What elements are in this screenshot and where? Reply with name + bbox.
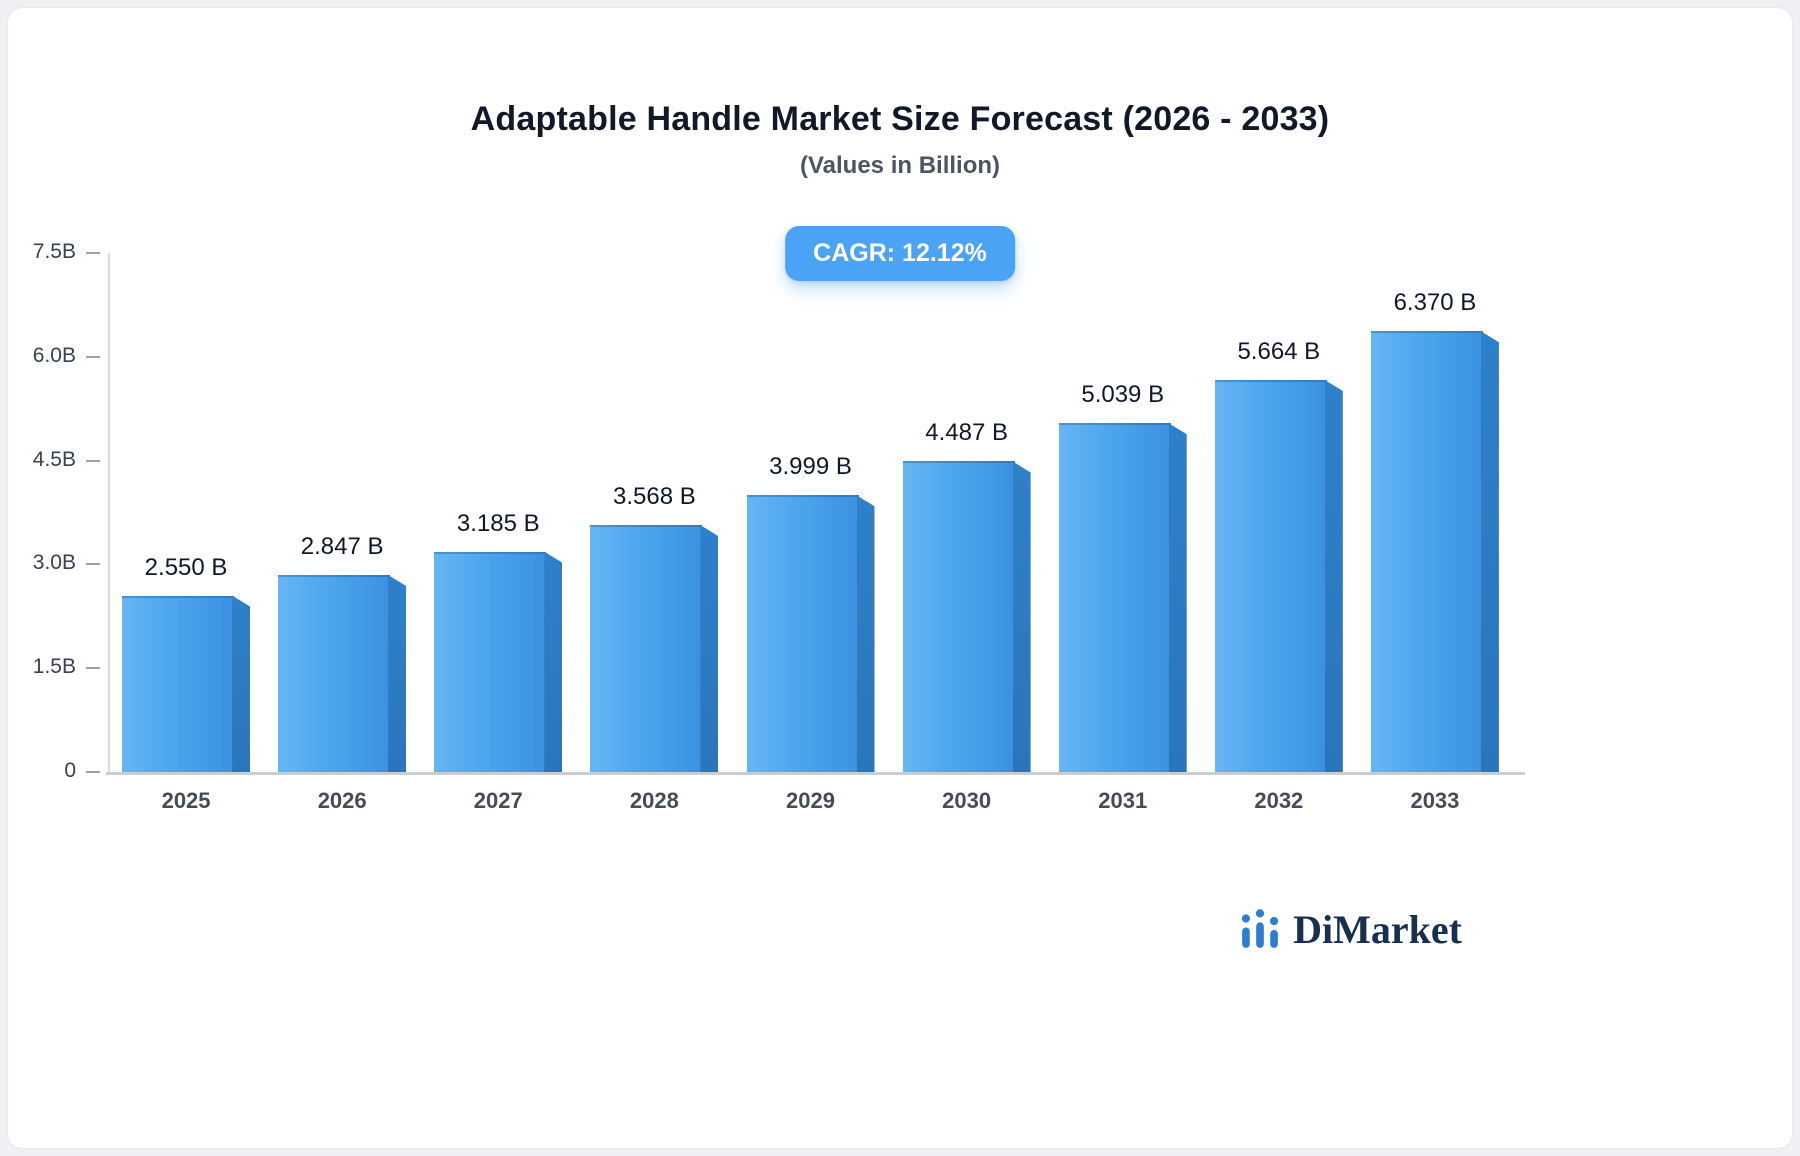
y-axis-tick (86, 563, 100, 566)
bar-2026 (278, 574, 407, 772)
bar-face (902, 461, 1015, 772)
bar-face (590, 525, 703, 772)
bar-2028 (590, 525, 719, 772)
bar-face (1214, 380, 1327, 772)
x-axis-label: 2029 (786, 788, 835, 813)
bar-face (122, 595, 235, 772)
bar-value-label: 3.568 B (613, 483, 696, 511)
bar-2029 (746, 495, 875, 772)
x-axis-label: 2033 (1410, 788, 1460, 813)
bar-side-shadow (700, 525, 719, 772)
x-axis-label: 2030 (942, 788, 992, 813)
bar-value-label: 5.664 B (1237, 338, 1321, 366)
bar-side-shadow (544, 551, 563, 772)
x-axis-label: 2032 (1254, 788, 1304, 813)
bar-2033 (1370, 331, 1499, 772)
bar-face (434, 551, 547, 772)
x-axis-label: 2026 (317, 788, 367, 813)
x-axis-label: 2028 (629, 788, 679, 813)
bar-value-label: 3.185 B (456, 509, 540, 537)
y-axis-tick (86, 667, 100, 670)
y-axis-line (108, 253, 110, 772)
bar-face (1370, 331, 1483, 772)
bar-value-label: 5.039 B (1081, 381, 1165, 409)
y-axis-tick (86, 459, 100, 462)
bar-2025 (122, 595, 251, 772)
brand-logo-text: DiMarket (1293, 907, 1462, 952)
y-axis-tick (86, 355, 100, 358)
bar-2031 (1058, 423, 1187, 772)
y-axis-tick-label: 0 (64, 759, 76, 782)
bar-side-shadow (856, 495, 875, 772)
bar-2032 (1214, 380, 1343, 772)
cagr-badge: CAGR: 12.12% (785, 226, 1015, 281)
bar-side-shadow (1168, 423, 1187, 772)
bar-face (1058, 423, 1171, 772)
bar-face (746, 495, 859, 772)
chart-title: Adaptable Handle Market Size Forecast (2… (470, 100, 1330, 138)
bar-2027 (434, 551, 563, 772)
bar-value-label: 2.847 B (300, 532, 384, 560)
y-axis-tick (86, 771, 100, 773)
x-axis-label: 2025 (161, 788, 211, 813)
brand-logo: DiMarket (1237, 906, 1462, 953)
x-axis-line (106, 772, 1525, 775)
y-axis-tick-label: 7.5B (32, 240, 76, 263)
y-axis-tick-label: 6.0B (32, 343, 76, 367)
bar-side-shadow (1480, 331, 1499, 772)
bar-side-shadow (1324, 380, 1343, 772)
bar-value-label: 4.487 B (925, 419, 1008, 447)
y-axis-tick-label: 3.0B (32, 551, 76, 575)
bar-face (278, 574, 391, 772)
x-axis-label: 2027 (473, 788, 523, 813)
bar-chart-logo-icon (1242, 908, 1279, 948)
bar-value-label: 3.999 B (769, 453, 852, 481)
chart-subtitle: (Values in Billion) (799, 152, 1001, 179)
y-axis-tick (86, 252, 100, 254)
y-axis-tick-label: 1.5B (32, 655, 76, 679)
bar-chart-plot-area: 7.5B 6.0B 4.5B 3.0B 1.5B 0 2.550 B 2025 2.847 B 2… (8, 8, 1792, 1148)
bar-value-label: 2.550 B (144, 553, 228, 581)
bar-2030 (902, 461, 1031, 772)
chart-card: Adaptable Handle Market Size Forecast (2… (8, 8, 1792, 1148)
y-axis-tick-label: 4.5B (32, 447, 76, 471)
bar-side-shadow (232, 595, 251, 772)
x-axis-label: 2031 (1098, 788, 1148, 813)
bar-value-label: 6.370 B (1393, 289, 1477, 317)
bar-side-shadow (388, 574, 407, 772)
bar-side-shadow (1012, 461, 1031, 772)
